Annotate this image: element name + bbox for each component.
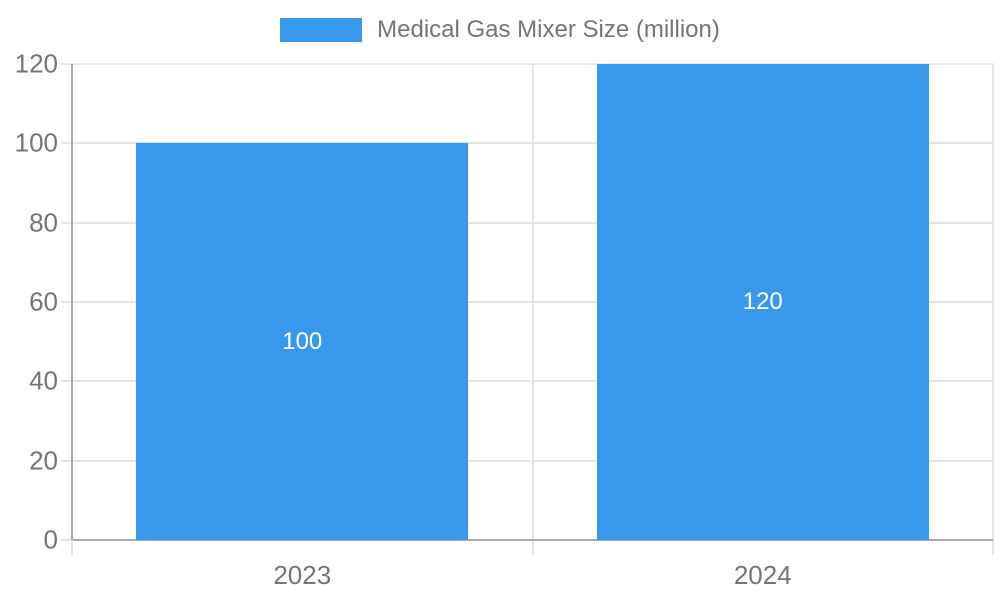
gridline-y-100 [61, 142, 993, 145]
gridline-y-80 [61, 221, 993, 224]
x-axis-line [72, 539, 993, 541]
gridline-y-20 [61, 459, 993, 462]
bar-2024[interactable]: 120 [596, 64, 929, 540]
y-tick-label: 40 [29, 365, 58, 396]
x-tick-label-2024: 2024 [733, 560, 792, 590]
bar-value-label: 100 [282, 327, 323, 355]
x-tick-label-2023: 2023 [273, 560, 332, 590]
y-axis-labels: 0 20 40 60 80 100 120 [0, 49, 58, 555]
x-axis-origin-tick [71, 540, 73, 555]
y-tick-label: 0 [43, 524, 58, 555]
y-tick-label: 60 [29, 286, 58, 317]
gridline-x-boundary-1 [531, 64, 534, 555]
gridline-x-boundary-2 [992, 64, 994, 555]
y-tick-label: 100 [14, 127, 58, 158]
y-tick-label: 120 [14, 48, 58, 79]
legend-label: Medical Gas Mixer Size (million) [377, 16, 720, 43]
gridline-y-120 [61, 63, 993, 65]
gridline-y-40 [61, 380, 993, 383]
y-tick-label: 80 [29, 207, 58, 238]
plot-area: 100 120 [61, 63, 994, 555]
x-axis-labels: 2023 2024 [72, 560, 993, 592]
legend[interactable]: Medical Gas Mixer Size (million) [0, 16, 1000, 44]
y-tick-label: 20 [29, 445, 58, 476]
y-axis-line [71, 64, 73, 540]
bar-value-label: 120 [742, 288, 783, 315]
gridline-y-60 [61, 301, 993, 303]
bar-2023[interactable]: 100 [136, 143, 469, 540]
legend-swatch-icon [280, 18, 363, 42]
